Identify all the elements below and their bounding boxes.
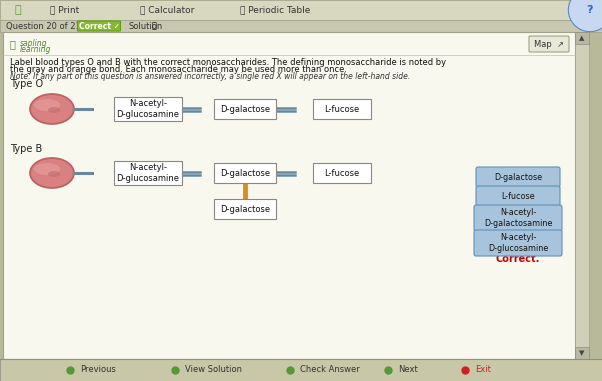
Text: 📊 Periodic Table: 📊 Periodic Table [240,5,311,14]
Text: Note: If any part of this question is answered incorrectly, a single red X will : Note: If any part of this question is an… [10,72,410,80]
Text: Previous: Previous [80,365,116,375]
FancyBboxPatch shape [78,21,120,31]
Text: N-acetyl-
D-glucosamine: N-acetyl- D-glucosamine [117,163,179,183]
Bar [575,32,589,44]
Ellipse shape [34,163,60,175]
Text: D-galactose: D-galactose [220,168,270,178]
Text: sapling: sapling [20,38,48,48]
Text: Solution: Solution [128,21,163,30]
Text: D-galactose: D-galactose [220,104,270,114]
Bar [575,32,589,359]
Bar [0,359,602,381]
Ellipse shape [34,99,60,111]
Text: Label blood types O and B with the correct monosaccharides. The defining monosac: Label blood types O and B with the corre… [10,58,446,67]
Text: N-acetyl-
D-galactosamine: N-acetyl- D-galactosamine [484,208,552,228]
Text: L-fucose: L-fucose [324,104,359,114]
Bar [114,97,182,121]
Text: 💡: 💡 [152,21,157,30]
Text: 🌿: 🌿 [14,5,21,15]
Bar [214,199,276,219]
Text: Check Answer: Check Answer [300,365,360,375]
Ellipse shape [30,94,74,124]
Text: Map  ↗: Map ↗ [534,40,564,48]
Text: ▼: ▼ [579,350,585,356]
Text: D-galactose: D-galactose [494,173,542,181]
FancyBboxPatch shape [529,36,569,52]
Text: Correct ✓: Correct ✓ [78,21,120,30]
Ellipse shape [48,171,60,177]
Bar [0,20,602,32]
Text: the gray and orange bond. Each monosaccharide may be used more than once.: the gray and orange bond. Each monosacch… [10,64,347,74]
Text: View Solution: View Solution [185,365,242,375]
FancyBboxPatch shape [476,167,560,187]
Text: Correct.: Correct. [496,254,540,264]
Text: N-acetyl-
D-glucosamine: N-acetyl- D-glucosamine [488,233,548,253]
Bar [313,99,371,119]
Text: Type O: Type O [10,79,43,89]
Ellipse shape [48,107,60,113]
Bar [114,161,182,185]
FancyBboxPatch shape [476,186,560,206]
FancyBboxPatch shape [474,205,562,231]
Text: N-acetyl-
D-glucosamine: N-acetyl- D-glucosamine [117,99,179,119]
Text: learning: learning [20,45,51,53]
Text: 🔢 Calculator: 🔢 Calculator [140,5,194,14]
Text: ▲: ▲ [579,35,585,41]
Text: D-galactose: D-galactose [220,205,270,213]
Bar [214,163,276,183]
Text: Exit: Exit [475,365,491,375]
Bar [313,163,371,183]
FancyBboxPatch shape [474,230,562,256]
Bar [3,32,575,359]
Text: 🌿: 🌿 [10,39,16,49]
Text: L-fucose: L-fucose [501,192,535,200]
Text: L-fucose: L-fucose [324,168,359,178]
Text: Question 20 of 21: Question 20 of 21 [6,21,81,30]
Bar [214,99,276,119]
Text: Next: Next [398,365,418,375]
Bar [0,0,602,20]
Text: 🖨 Print: 🖨 Print [50,5,79,14]
Ellipse shape [30,158,74,188]
Text: Type B: Type B [10,144,42,154]
Bar [575,347,589,359]
Text: ?: ? [587,5,593,15]
